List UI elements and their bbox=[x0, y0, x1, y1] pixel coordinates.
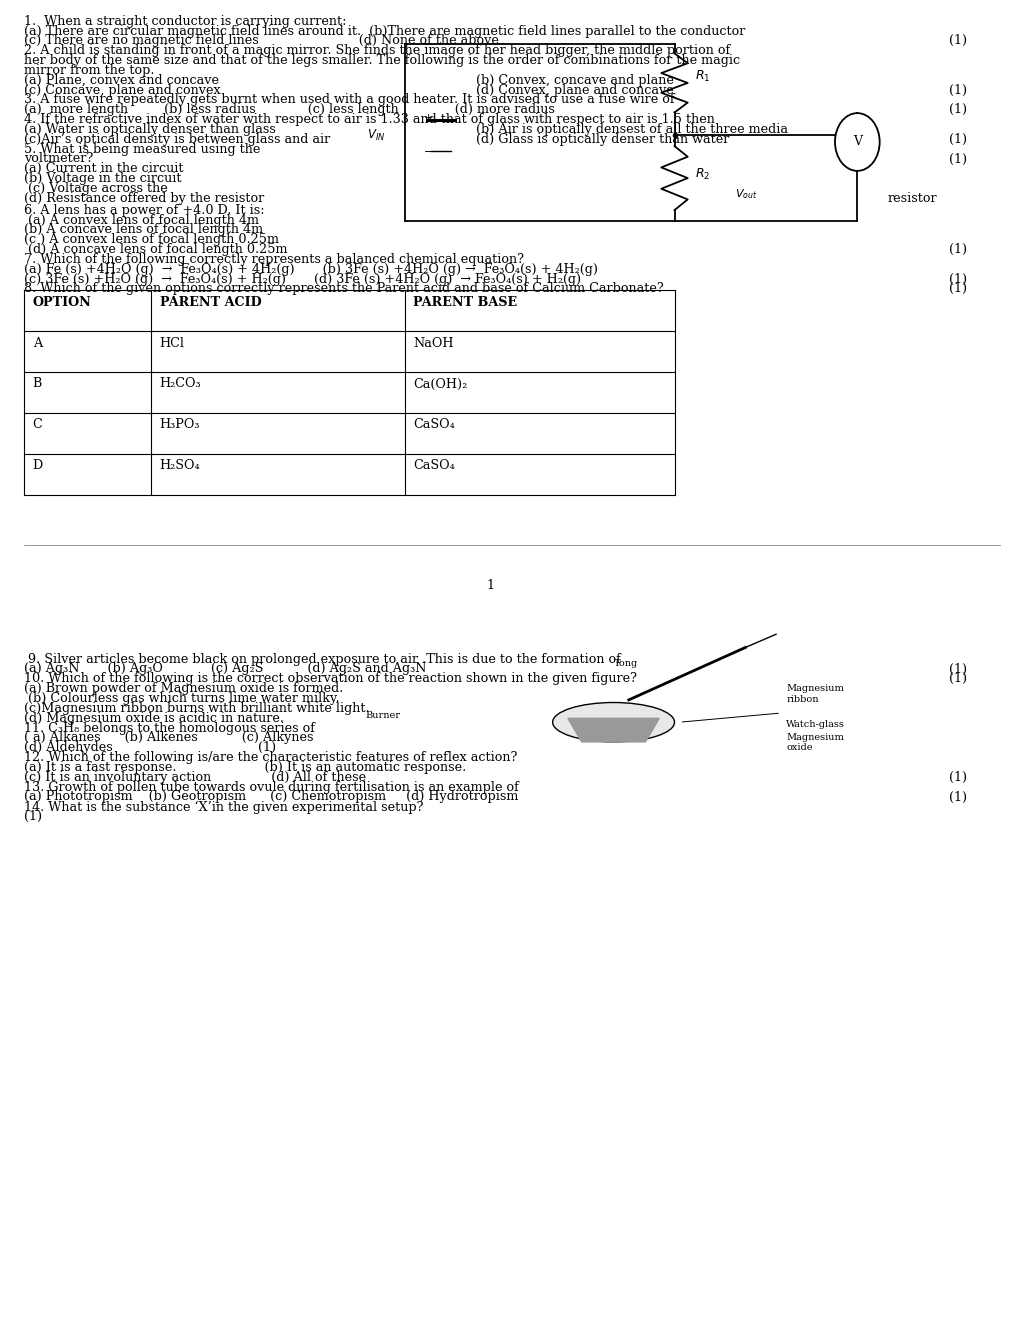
Text: H₂CO₃: H₂CO₃ bbox=[160, 378, 201, 391]
Text: Magnesium
oxide: Magnesium oxide bbox=[786, 733, 844, 752]
Text: H₃PO₃: H₃PO₃ bbox=[160, 419, 200, 432]
Text: (1): (1) bbox=[949, 83, 967, 96]
Text: Tong: Tong bbox=[613, 659, 638, 668]
Text: (1): (1) bbox=[258, 741, 276, 754]
Text: (d) Resistance offered by the resistor: (d) Resistance offered by the resistor bbox=[25, 192, 265, 205]
Text: (c) Voltage across the: (c) Voltage across the bbox=[25, 182, 168, 196]
Text: B: B bbox=[33, 378, 42, 391]
Text: Burner: Burner bbox=[366, 711, 400, 720]
Text: PARENT ACID: PARENT ACID bbox=[160, 296, 261, 309]
Text: (c) Concave, plane and convex: (c) Concave, plane and convex bbox=[25, 83, 221, 96]
Text: (1): (1) bbox=[949, 790, 967, 803]
Text: 14. What is the substance ‘X’in the given experimental setup?: 14. What is the substance ‘X’in the give… bbox=[25, 801, 424, 814]
Text: 8. Which of the given options correctly represents the Parent acid and base of C: 8. Which of the given options correctly … bbox=[25, 283, 665, 296]
Text: (1): (1) bbox=[949, 283, 967, 296]
Text: CaSO₄: CaSO₄ bbox=[414, 460, 456, 473]
Text: NaOH: NaOH bbox=[414, 337, 454, 350]
Circle shape bbox=[835, 114, 880, 170]
Text: PARENT BASE: PARENT BASE bbox=[414, 296, 517, 309]
Text: her body of the same size and that of the legs smaller. The following is the ord: her body of the same size and that of th… bbox=[25, 54, 740, 67]
Text: (b) Air is optically densest of all the three media: (b) Air is optically densest of all the … bbox=[476, 123, 788, 136]
Text: (a) Fe (s) +4H₂O (g)  →  Fe₃O₄(s) + 4H₂(g)       (b) 3Fe (s) +4H₂O (g) →  Fe₃O₄(: (a) Fe (s) +4H₂O (g) → Fe₃O₄(s) + 4H₂(g)… bbox=[25, 263, 598, 276]
Text: HCl: HCl bbox=[160, 337, 184, 350]
Text: (1): (1) bbox=[949, 672, 967, 686]
Text: (d) Aldehydes: (d) Aldehydes bbox=[25, 741, 114, 754]
Text: $V_{out}$: $V_{out}$ bbox=[735, 188, 758, 201]
Text: (a) A convex lens of focal length 4m: (a) A convex lens of focal length 4m bbox=[25, 214, 259, 226]
Text: Magnesium
ribbon: Magnesium ribbon bbox=[786, 684, 844, 704]
Text: (b) Voltage in the circuit: (b) Voltage in the circuit bbox=[25, 172, 182, 185]
Text: 10. Which of the following is the correct observation of the reaction shown in t: 10. Which of the following is the correc… bbox=[25, 672, 638, 686]
Text: (b) A concave lens of focal length 4m: (b) A concave lens of focal length 4m bbox=[25, 223, 263, 236]
Text: (c)Air’s optical density is between glass and air: (c)Air’s optical density is between glas… bbox=[25, 133, 331, 145]
Text: $R_2$: $R_2$ bbox=[695, 168, 710, 182]
Text: C: C bbox=[33, 419, 42, 432]
Text: (a) It is a fast response.                      (b) It is an automatic response.: (a) It is a fast response. (b) It is an … bbox=[25, 761, 467, 774]
Text: D: D bbox=[33, 460, 43, 473]
Text: 2. A child is standing in front of a magic mirror. She finds the image of her he: 2. A child is standing in front of a mag… bbox=[25, 44, 731, 57]
Text: −: − bbox=[424, 148, 433, 157]
Text: (d) A concave lens of focal length 0.25m: (d) A concave lens of focal length 0.25m bbox=[25, 243, 288, 256]
Text: (c) There are no magnetic field lines                         (d) None of the ab: (c) There are no magnetic field lines (d… bbox=[25, 34, 500, 48]
Text: (1): (1) bbox=[949, 34, 967, 48]
Text: (d) Magnesium oxide is acidic in nature.: (d) Magnesium oxide is acidic in nature. bbox=[25, 712, 285, 725]
Text: resistor: resistor bbox=[888, 192, 937, 205]
Text: V: V bbox=[853, 136, 862, 148]
Text: 1: 1 bbox=[486, 579, 495, 592]
Text: (a) Ag₃N       (b) Ag₃O            (c) Ag₂S           (d) Ag₂S and Ag₃N: (a) Ag₃N (b) Ag₃O (c) Ag₂S (d) Ag₂S and … bbox=[25, 662, 427, 675]
Text: 4. If the refractive index of water with respect to air is 1.33 and that of glas: 4. If the refractive index of water with… bbox=[25, 114, 716, 125]
Text: (d) Convex, plane and concave: (d) Convex, plane and concave bbox=[476, 83, 674, 96]
Text: (a) There are circular magnetic field lines around it.  (b)There are magnetic fi: (a) There are circular magnetic field li… bbox=[25, 25, 745, 37]
Text: H₂SO₄: H₂SO₄ bbox=[160, 460, 200, 473]
Text: mirror from the top.: mirror from the top. bbox=[25, 63, 155, 77]
Text: (c) It is an involuntary action               (d) All of these: (c) It is an involuntary action (d) All … bbox=[25, 770, 367, 783]
Ellipse shape bbox=[553, 703, 675, 742]
Text: (c) 3Fe (s) +H₂O (g)  →  Fe₃O₄(s) + H₂(g)       (d) 3Fe (s) +4H₂O (g)  → Fe₃O₄(s: (c) 3Fe (s) +H₂O (g) → Fe₃O₄(s) + H₂(g) … bbox=[25, 272, 582, 285]
Text: +: + bbox=[424, 114, 433, 123]
Text: 11. C₃H₈ belongs to the homologous series of: 11. C₃H₈ belongs to the homologous serie… bbox=[25, 721, 315, 734]
Text: (b) Colourless gas which turns lime water milky.: (b) Colourless gas which turns lime wate… bbox=[25, 692, 340, 705]
Text: 9. Silver articles become black on prolonged exposure to air .This is due to the: 9. Silver articles become black on prolo… bbox=[25, 653, 622, 666]
Text: CaSO₄: CaSO₄ bbox=[414, 419, 456, 432]
Text: (a) Plane, convex and concave: (a) Plane, convex and concave bbox=[25, 74, 219, 87]
Text: voltmeter?: voltmeter? bbox=[25, 152, 94, 165]
Text: 3. A fuse wire repeatedly gets burnt when used with a good heater. It is advised: 3. A fuse wire repeatedly gets burnt whe… bbox=[25, 94, 675, 107]
Text: (b) Convex, concave and plane: (b) Convex, concave and plane bbox=[476, 74, 675, 87]
Text: 5. What is being measured using the: 5. What is being measured using the bbox=[25, 143, 261, 156]
Text: (1): (1) bbox=[949, 770, 967, 783]
Text: (a) Phototropism    (b) Geotropism      (c) Chemotropism     (d) Hydrotropism: (a) Phototropism (b) Geotropism (c) Chem… bbox=[25, 790, 519, 803]
Text: (1): (1) bbox=[949, 272, 967, 285]
Text: $V_{IN}$: $V_{IN}$ bbox=[367, 128, 385, 143]
Text: (d) Glass is optically denser than water: (d) Glass is optically denser than water bbox=[476, 133, 730, 145]
Text: 7. Which of the following correctly represents a balanced chemical equation?: 7. Which of the following correctly repr… bbox=[25, 252, 524, 266]
Text: (1): (1) bbox=[949, 152, 967, 165]
Text: $R_1$: $R_1$ bbox=[695, 69, 711, 85]
Text: (1): (1) bbox=[949, 662, 967, 675]
Text: 13. Growth of pollen tube towards ovule during fertilisation is an example of: 13. Growth of pollen tube towards ovule … bbox=[25, 781, 519, 794]
Text: (1): (1) bbox=[949, 243, 967, 256]
Polygon shape bbox=[568, 719, 659, 742]
Text: (c)Magnesium ribbon burns with brilliant white light.: (c)Magnesium ribbon burns with brilliant… bbox=[25, 701, 370, 715]
Text: (a) Current in the circuit: (a) Current in the circuit bbox=[25, 162, 184, 176]
Text: (a) Brown powder of Magnesium oxide is formed.: (a) Brown powder of Magnesium oxide is f… bbox=[25, 682, 344, 695]
Text: (1): (1) bbox=[949, 103, 967, 116]
Text: OPTION: OPTION bbox=[33, 296, 91, 309]
Text: Watch-glass: Watch-glass bbox=[786, 720, 845, 729]
Text: (a)  more length         (b) less radius             (c) less length            : (a) more length (b) less radius (c) less… bbox=[25, 103, 555, 116]
Text: (a) Water is optically denser than glass: (a) Water is optically denser than glass bbox=[25, 123, 276, 136]
Text: 6. A lens has a power of +4.0 D. It is:: 6. A lens has a power of +4.0 D. It is: bbox=[25, 203, 265, 217]
Text: (c ) A convex lens of focal length 0.25m: (c ) A convex lens of focal length 0.25m bbox=[25, 234, 280, 246]
Text: A: A bbox=[33, 337, 42, 350]
Text: (1): (1) bbox=[949, 133, 967, 145]
Text: Ca(OH)₂: Ca(OH)₂ bbox=[414, 378, 468, 391]
Text: 1.  When a straight conductor is carrying current:: 1. When a straight conductor is carrying… bbox=[25, 15, 347, 28]
Text: 12. Which of the following is/are the characteristic features of reflex action?: 12. Which of the following is/are the ch… bbox=[25, 752, 518, 764]
Text: ( a) Alkanes      (b) Alkenes           (c) Alkynes: ( a) Alkanes (b) Alkenes (c) Alkynes bbox=[25, 732, 314, 745]
Text: (1): (1) bbox=[25, 810, 43, 823]
